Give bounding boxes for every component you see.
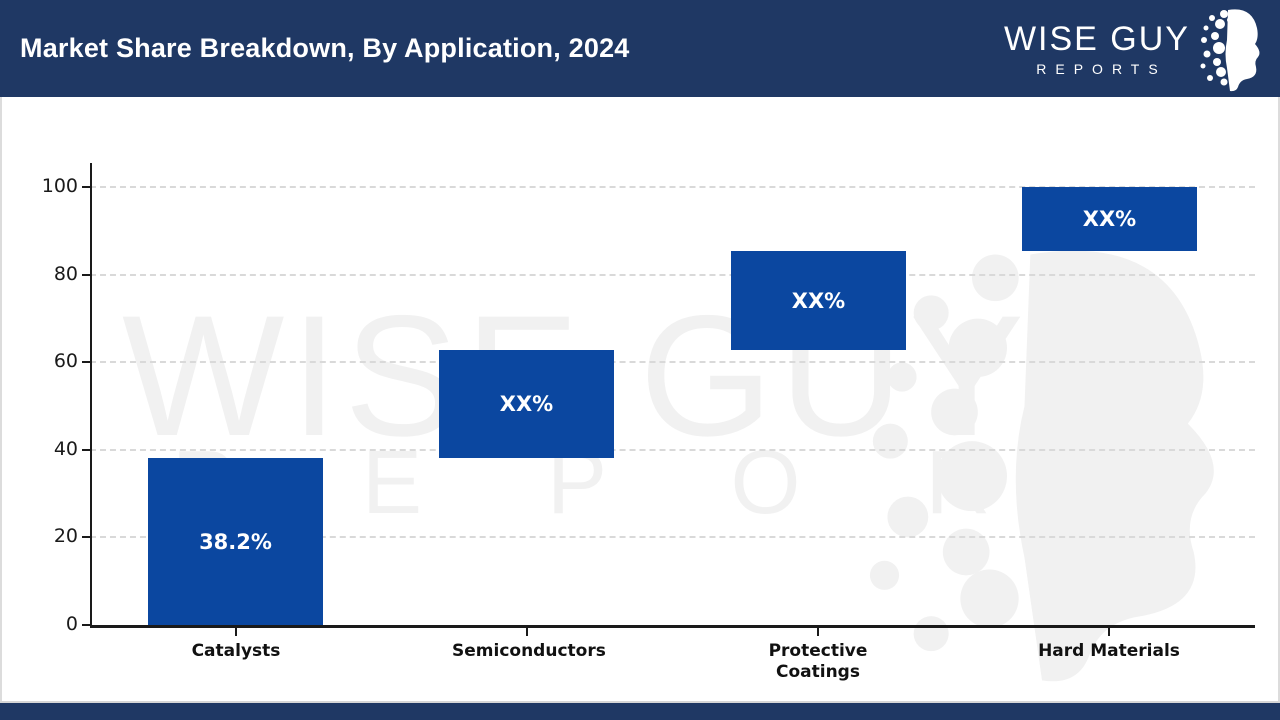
footer-bar: [0, 703, 1280, 720]
bar-protective-coatings: XX%: [731, 251, 906, 350]
y-axis-tick-80: [82, 273, 90, 276]
footer-divider: [0, 701, 1280, 703]
y-axis-tick-0: [82, 624, 90, 626]
x-axis-label-0: Catalysts: [191, 641, 281, 661]
gridline-40: [90, 448, 1255, 451]
y-axis-tick-60: [82, 361, 90, 364]
y-axis-label-60: 60: [53, 350, 78, 373]
gridline-20: [90, 536, 1255, 539]
watermark-subtitle: R E P O R T S: [172, 433, 1278, 533]
bar-value-label: XX%: [1082, 207, 1137, 231]
x-axis-line: [90, 625, 1255, 628]
y-axis-label-80: 80: [53, 262, 78, 285]
bar-value-label: 38.2%: [199, 529, 272, 554]
bar-hard-materials: XX%: [1022, 187, 1197, 251]
x-axis-tick-0: [235, 628, 237, 636]
bar-value-label: XX%: [499, 392, 554, 416]
chart-area: WISE GUY R E P O R T S 02040608010038.2%…: [0, 97, 1280, 703]
logo-face-icon: [1200, 8, 1260, 91]
y-axis-tick-20: [82, 536, 90, 539]
bar-value-label: XX%: [791, 288, 846, 313]
y-axis-label-100: 100: [41, 175, 78, 197]
y-axis-line: [90, 163, 92, 628]
y-axis-label-40: 40: [53, 437, 78, 460]
logo-text: WISE GUY REPORTS: [1004, 22, 1190, 76]
x-axis-label-2: Protective Coatings: [768, 641, 868, 682]
y-axis-label-20: 20: [53, 525, 78, 548]
gridline-60: [90, 361, 1255, 364]
gridline-80: [90, 273, 1255, 276]
gridline-100: [90, 186, 1255, 188]
x-axis-tick-1: [526, 628, 528, 636]
page-title: Market Share Breakdown, By Application, …: [20, 33, 630, 63]
x-axis-tick-3: [1108, 628, 1110, 636]
x-axis-tick-2: [817, 628, 819, 636]
header-bar: Market Share Breakdown, By Application, …: [0, 0, 1280, 97]
y-axis-label-0: 0: [65, 613, 78, 635]
x-axis-label-1: Semiconductors: [452, 641, 606, 661]
bar-catalysts: 38.2%: [148, 458, 323, 625]
y-axis-tick-40: [82, 448, 90, 451]
y-axis-tick-100: [82, 186, 90, 188]
wise-guy-logo: WISE GUY REPORTS: [1004, 6, 1266, 92]
logo-subtitle: REPORTS: [1036, 60, 1167, 77]
x-axis-label-3: Hard Materials: [1038, 641, 1180, 661]
bar-semiconductors: XX%: [439, 350, 614, 458]
logo-wordmark: WISE GUY: [1003, 19, 1190, 58]
